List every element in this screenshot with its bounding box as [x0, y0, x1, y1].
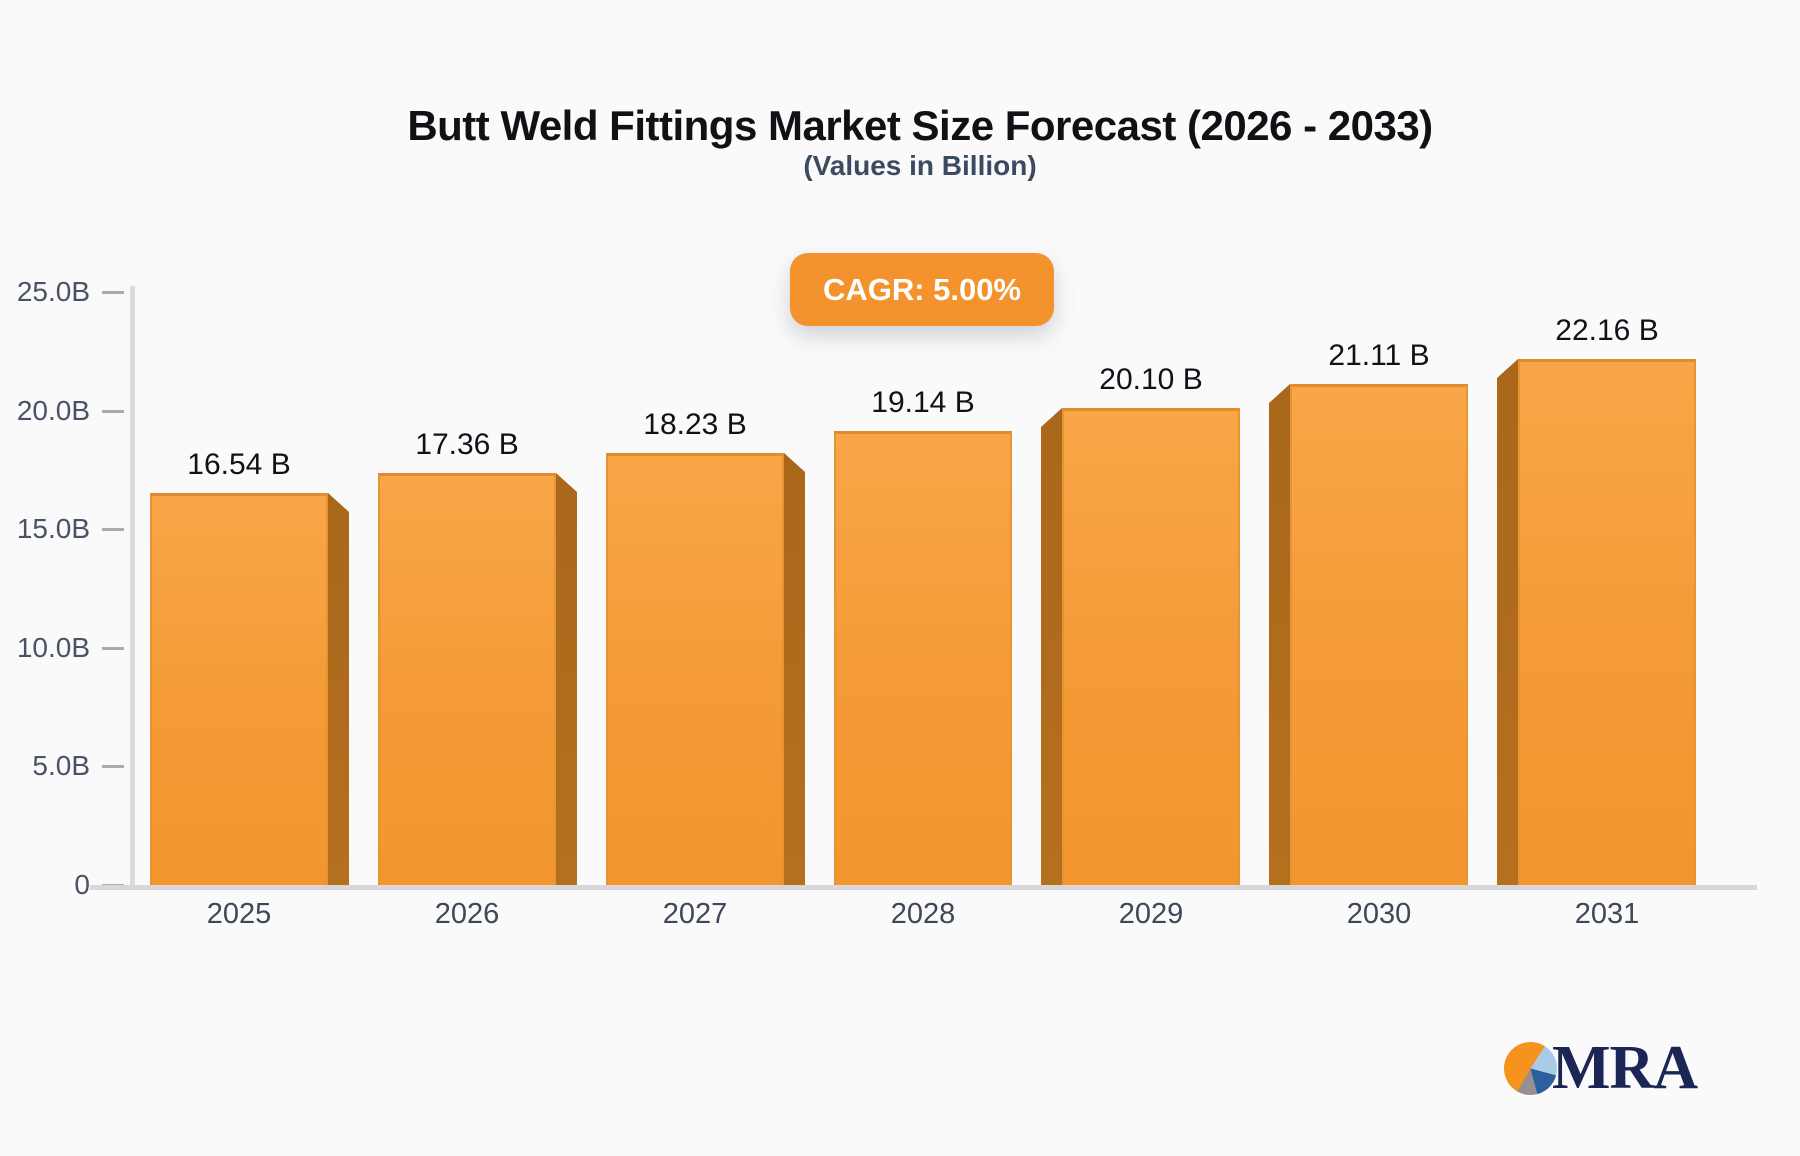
bar-2028	[834, 431, 1012, 885]
y-axis-tick-mark	[102, 646, 124, 650]
x-axis-label: 2028	[890, 898, 956, 930]
logo-text: MRA	[1552, 1034, 1698, 1102]
bar-2027	[606, 453, 805, 885]
bar-value-label: 16.54 B	[187, 448, 291, 481]
y-axis-tick-mark	[102, 765, 124, 769]
y-axis-tick-mark	[102, 528, 124, 532]
y-axis-tick-mark	[102, 409, 124, 413]
y-axis-tick-label: 15.0B	[16, 513, 90, 545]
bar-3d-side	[328, 493, 349, 885]
chart-title: Butt Weld Fittings Market Size Forecast …	[407, 102, 1433, 149]
bar-value-label: 22.16 B	[1555, 314, 1659, 347]
x-axis-label: 2031	[1574, 898, 1640, 930]
x-axis-label: 2030	[1346, 898, 1412, 930]
x-axis-line	[90, 885, 1757, 890]
y-axis-tick-label: 10.0B	[16, 631, 90, 663]
bar-3d-side	[784, 453, 805, 885]
y-axis-line	[130, 286, 135, 890]
cagr-badge: CAGR: 5.00%	[789, 253, 1055, 326]
bar-2030	[1269, 384, 1468, 885]
bar-face	[606, 453, 784, 885]
y-axis-tick-label: 5.0B	[32, 750, 90, 782]
bar-2031	[1497, 359, 1696, 885]
x-axis-label: 2025	[206, 898, 272, 930]
bar-3d-side	[1497, 359, 1518, 885]
bar-value-label: 21.11 B	[1328, 339, 1430, 372]
bar-value-label: 17.36 B	[415, 428, 519, 461]
bar-2025	[150, 493, 349, 885]
bar-face	[150, 493, 328, 885]
bar-face	[834, 431, 1012, 885]
bar-value-label: 19.14 B	[871, 386, 975, 419]
y-axis-tick-mark	[102, 291, 124, 294]
mra-logo: MRA	[1504, 1034, 1698, 1102]
x-axis-label: 2029	[1118, 898, 1184, 930]
x-axis-label: 2026	[434, 898, 500, 930]
x-axis-label: 2027	[662, 898, 728, 930]
bar-value-label: 20.10 B	[1099, 363, 1203, 396]
bar-2029	[1041, 408, 1240, 885]
y-axis-tick-label: 25.0B	[16, 276, 90, 307]
bar-2026	[378, 473, 577, 885]
bar-face	[1290, 384, 1468, 885]
bar-face	[1062, 408, 1240, 885]
pie-chart-logo-icon	[1504, 1041, 1557, 1095]
bar-face	[1518, 359, 1696, 885]
bar-3d-side	[1269, 384, 1290, 885]
chart-subtitle: (Values in Billion)	[803, 150, 1037, 181]
bar-value-label: 18.23 B	[643, 408, 747, 441]
y-axis-tick-label: 20.0B	[16, 394, 90, 426]
bar-3d-side	[556, 473, 577, 885]
bar-3d-side	[1041, 408, 1062, 885]
bar-face	[378, 473, 556, 885]
y-axis-tick-label: 0	[74, 869, 90, 900]
